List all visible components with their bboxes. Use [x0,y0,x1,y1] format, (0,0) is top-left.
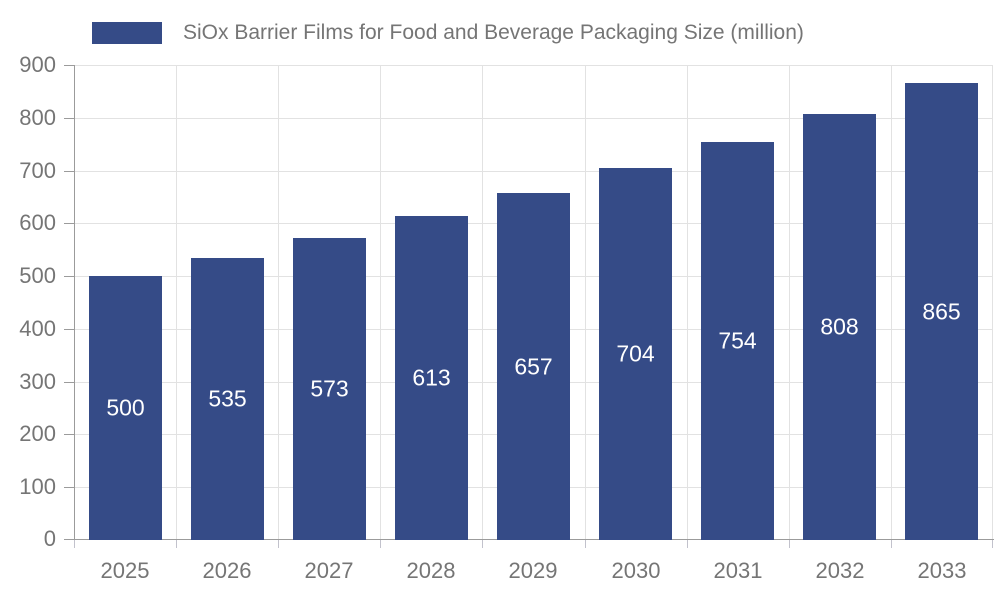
x-tick-mark [74,540,75,548]
x-tick-label: 2026 [202,558,252,583]
x-tick-mark [687,540,688,548]
y-tick-mark [64,434,74,435]
bar [191,258,264,540]
x-tick-mark [992,540,993,548]
y-tick-label: 0 [43,526,56,551]
bar [803,114,876,540]
legend[interactable]: SiOx Barrier Films for Food and Beverage… [92,21,804,45]
y-tick-label: 700 [19,158,56,183]
bar [599,168,672,540]
y-tick-mark [64,382,74,383]
v-gridline [380,65,381,540]
y-tick-mark [64,65,74,66]
y-tick-mark [64,118,74,119]
bar [701,142,774,540]
y-tick-mark [64,223,74,224]
y-tick-mark [64,171,74,172]
x-tick-mark [176,540,177,548]
h-gridline [74,118,993,119]
y-tick-label: 400 [19,316,56,341]
v-gridline [687,65,688,540]
x-tick-mark [278,540,279,548]
bar [395,216,468,540]
legend-label: SiOx Barrier Films for Food and Beverage… [183,21,804,44]
plot-area: 0 100 200 300 400 500 600 700 800 900 2025 2026 2027… [19,52,994,583]
h-gridline [74,171,993,172]
y-tick-label: 500 [19,263,56,288]
bar [905,83,978,540]
x-tick-label: 2029 [508,558,558,583]
y-tick-label: 200 [19,421,56,446]
v-gridline [278,65,279,540]
x-tick-mark [585,540,586,548]
x-tick-label: 2028 [406,558,456,583]
v-gridline [992,65,993,540]
v-gridline [891,65,892,540]
bar [497,193,570,540]
y-axis-line [74,65,75,540]
bar [89,276,162,540]
v-gridline [789,65,790,540]
y-tick-mark [64,487,74,488]
y-tick-mark [64,539,74,540]
y-tick-mark [64,329,74,330]
x-tick-label: 2031 [713,558,763,583]
x-tick-mark [380,540,381,548]
v-gridline [585,65,586,540]
x-tick-label: 2032 [815,558,865,583]
x-tick-mark [891,540,892,548]
x-tick-label: 2027 [304,558,354,583]
y-tick-label: 900 [19,52,56,77]
v-gridline [176,65,177,540]
x-tick-label: 2030 [611,558,661,583]
legend-swatch [92,22,162,44]
y-tick-label: 300 [19,369,56,394]
x-tick-mark [482,540,483,548]
bar [293,238,366,540]
y-tick-label: 800 [19,105,56,130]
y-tick-label: 100 [19,474,56,499]
x-tick-label: 2025 [100,558,150,583]
x-tick-mark [789,540,790,548]
y-tick-mark [64,276,74,277]
h-gridline [74,65,993,66]
y-tick-label: 600 [19,210,56,235]
x-tick-label: 2033 [917,558,967,583]
v-gridline [482,65,483,540]
